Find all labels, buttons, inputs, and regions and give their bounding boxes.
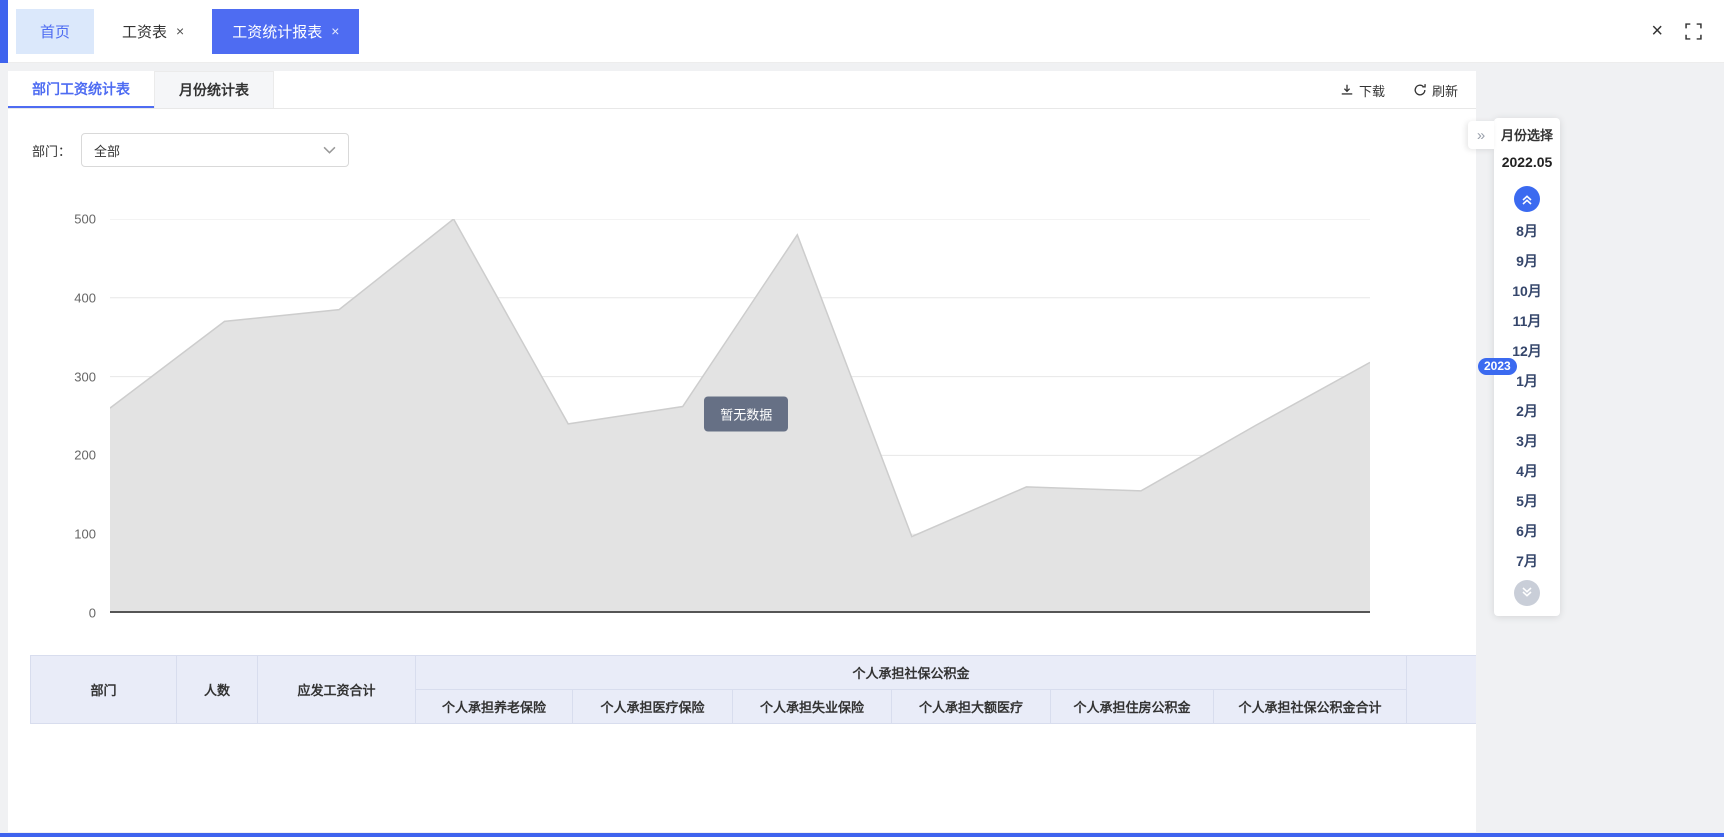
month-item-jul[interactable]: 7月	[1516, 553, 1538, 569]
month-item-jan[interactable]: 1月	[1516, 373, 1538, 389]
col-header-unemployment: 个人承担失业保险	[732, 689, 892, 724]
month-panel-title: 月份选择	[1500, 128, 1553, 143]
subtab-month-statistics-label: 月份统计表	[179, 82, 249, 98]
tab-salary-statistics-report[interactable]: 工资统计报表 ×	[212, 8, 360, 54]
chevron-down-icon	[323, 146, 336, 154]
subtab-department-salary-label: 部门工资统计表	[32, 80, 130, 97]
department-filter: 部门： 全部	[32, 133, 350, 167]
download-label: 下载	[1358, 83, 1385, 99]
window-controls: ×	[1651, 20, 1724, 43]
y-axis-tick-label: 100	[74, 526, 96, 542]
month-item-jun[interactable]: 6月	[1516, 523, 1538, 539]
y-axis-tick-label: 300	[74, 369, 96, 385]
department-select[interactable]: 全部	[81, 133, 350, 167]
y-axis-tick-label: 500	[74, 211, 96, 227]
tab-salary-sheet-label: 工资表	[122, 23, 168, 41]
tab-salary-statistics-label: 工资统计报表	[232, 23, 323, 41]
summary-table: 部门 人数 应发工资合计 个人承担社保公积金 公司承担 个人承担养老保险 个人承…	[30, 655, 1476, 762]
summary-table-container: 部门 人数 应发工资合计 个人承担社保公积金 公司承担 个人承担养老保险 个人承…	[30, 655, 1476, 762]
scroll-down-button[interactable]	[1514, 580, 1540, 606]
month-item-dec[interactable]: 12月	[1512, 343, 1542, 359]
col-header-pension: 个人承担养老保险	[415, 689, 573, 724]
y-axis-tick-label: 400	[74, 290, 96, 306]
month-item-oct[interactable]: 10月	[1512, 283, 1542, 299]
department-filter-label: 部门：	[32, 143, 72, 159]
top-tab-bar: 首页 工资表 × 工资统计报表 × ×	[0, 0, 1724, 63]
collapse-panel-button[interactable]: »	[1468, 121, 1494, 149]
chart-plot: 暂无数据 0 100 200 300 400 500	[74, 212, 1370, 621]
close-tab-icon[interactable]: ×	[331, 23, 340, 39]
download-icon	[1341, 84, 1353, 95]
col-header-department: 部门	[30, 655, 177, 724]
month-item-aug[interactable]: 8月	[1516, 223, 1538, 239]
report-toolbar: 下载 刷新	[1340, 71, 1458, 109]
col-header-personal-total: 个人承担社保公积金合计	[1212, 689, 1408, 724]
year-badge: 2023	[1478, 358, 1517, 375]
double-chevron-down-icon	[1522, 587, 1532, 597]
topbar-left-accent	[0, 0, 8, 63]
close-tab-icon[interactable]: ×	[176, 23, 185, 39]
report-subtabs: 部门工资统计表 月份统计表 下载 刷新	[8, 71, 1476, 109]
month-item-nov[interactable]: 11月	[1512, 313, 1542, 329]
month-item-may[interactable]: 5月	[1516, 493, 1538, 509]
col-header-housing-fund: 个人承担住房公积金	[1050, 689, 1214, 724]
no-data-tooltip: 暂无数据	[704, 396, 789, 432]
download-button[interactable]: 下载	[1340, 81, 1385, 100]
month-item-feb[interactable]: 2月	[1516, 403, 1538, 419]
col-header-major-medical: 个人承担大额医疗	[891, 689, 1051, 724]
department-select-value: 全部	[94, 143, 121, 159]
col-header-medical: 个人承担医疗保险	[572, 689, 733, 724]
month-item-mar[interactable]: 3月	[1516, 433, 1538, 449]
double-arrow-right-icon: »	[1476, 126, 1486, 144]
subtab-month-statistics[interactable]: 月份统计表	[154, 71, 274, 108]
month-item-sep[interactable]: 9月	[1516, 253, 1538, 269]
col-group-personal-social-security: 个人承担社保公积金	[414, 655, 1408, 690]
y-axis-tick-label: 200	[74, 447, 96, 463]
subtab-department-salary[interactable]: 部门工资统计表	[8, 71, 154, 108]
tab-home-label: 首页	[40, 23, 71, 41]
col-header-headcount: 人数	[176, 655, 258, 724]
month-selector-panel: 月份选择 2022.05 8月 9月 10月 11月 12月 1月 2月 3月 …	[1478, 118, 1560, 616]
close-icon[interactable]: ×	[1651, 19, 1663, 42]
double-chevron-up-icon	[1522, 195, 1532, 205]
tab-home[interactable]: 首页	[16, 8, 95, 54]
report-panel: 部门工资统计表 月份统计表 下载 刷新 部门： 全部	[8, 71, 1476, 832]
current-month-value: 2022.05	[1501, 154, 1553, 170]
empty-table-body	[30, 723, 1476, 762]
tab-salary-sheet[interactable]: 工资表 ×	[102, 8, 205, 54]
col-header-gross-pay-total: 应发工资合计	[257, 655, 416, 724]
month-item-apr[interactable]: 4月	[1516, 463, 1538, 479]
refresh-icon	[1414, 84, 1426, 96]
refresh-label: 刷新	[1431, 83, 1458, 99]
col-header-company-share: 公司承担	[1406, 655, 1476, 724]
y-axis-tick-label: 0	[88, 605, 96, 621]
scroll-up-button[interactable]	[1514, 186, 1540, 212]
refresh-button[interactable]: 刷新	[1413, 81, 1458, 100]
horizontal-scrollbar[interactable]	[0, 833, 1724, 837]
fullscreen-icon[interactable]	[1685, 22, 1702, 40]
